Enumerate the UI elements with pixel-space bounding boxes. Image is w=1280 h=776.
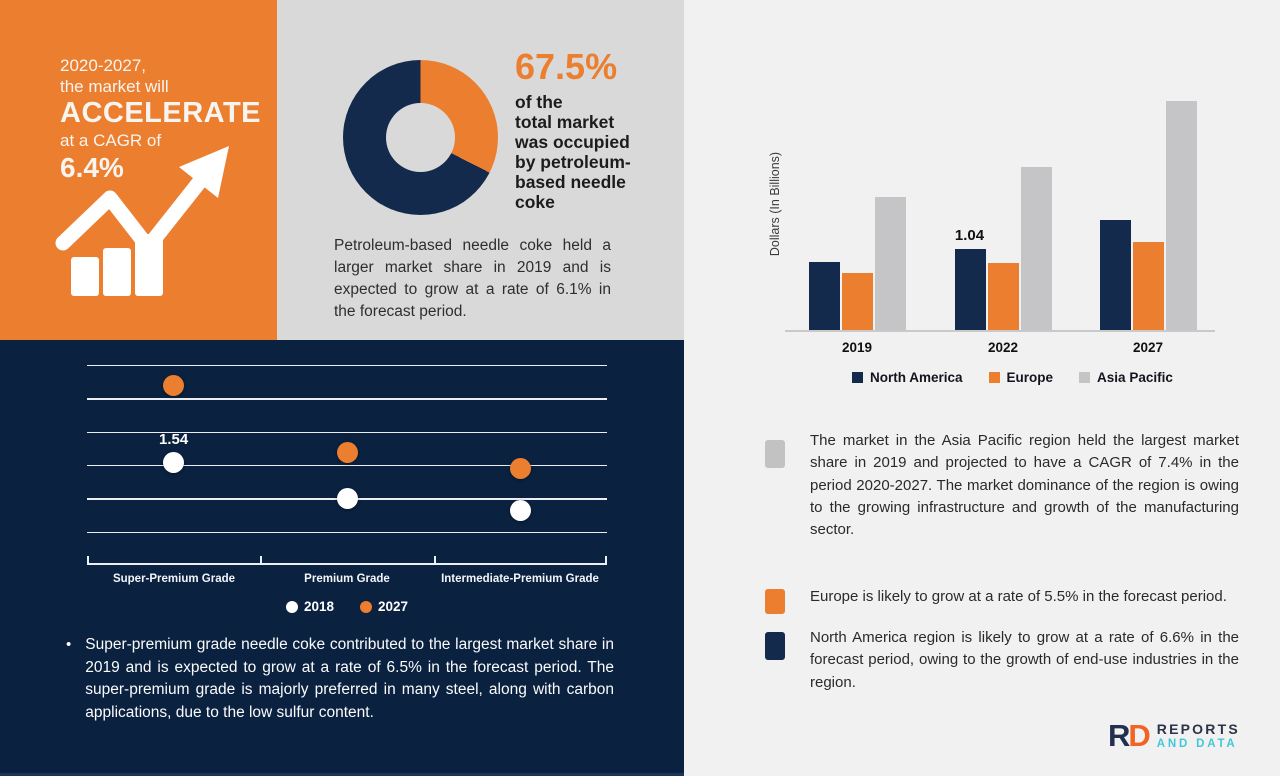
logo-reports-text: REPORTS [1156, 720, 1240, 737]
bar-north-america-2022: 1.04 [954, 227, 986, 330]
data-point-dot-2027 [163, 375, 185, 397]
dotplot-gridline [87, 364, 607, 367]
bar-data-label: 1.04 [954, 227, 985, 244]
note-swatch-north-america [765, 632, 785, 660]
bullet-icon: • [66, 636, 72, 653]
legend-item-north-america: North America [852, 370, 963, 385]
donut-panel: 67.5% of the total market was occupied b… [277, 0, 684, 340]
dotplot-axis-tick [605, 556, 607, 565]
logo-anddata-text: AND DATA [1156, 737, 1238, 750]
data-point-dot-2027 [509, 458, 531, 480]
note-swatch-europe [765, 589, 785, 614]
data-point-dot-2018 [336, 487, 358, 509]
donut-percentage: 67.5% [515, 46, 618, 87]
donut-caption: of the total market was occupied by petr… [515, 92, 631, 212]
logo-wordmark: REPORTS AND DATA [1157, 722, 1240, 751]
dotplot-gridline [87, 398, 607, 400]
dotplot-gridline [87, 464, 607, 467]
legend-label-2018: 2018 [303, 599, 334, 614]
grade-note: • Super-premium grade needle coke contri… [66, 634, 614, 724]
bar-chart-legend: North America Europe Asia Pacific [852, 370, 1173, 385]
dotplot-axis [87, 563, 607, 565]
bar-category-2022: 2022 [987, 340, 1019, 355]
legend-label-2027: 2027 [378, 599, 409, 614]
growth-arrow-icon [55, 146, 229, 296]
logo-letter-d: D [1128, 718, 1150, 753]
data-point-dot-2027 [336, 441, 358, 463]
bar-europe-2022 [987, 263, 1019, 330]
legend-label-north-america: North America [870, 370, 963, 385]
legend-item-europe: Europe [988, 370, 1054, 385]
dotplot-gridline [87, 531, 607, 534]
dotplot-data-label: 1.54 [159, 431, 189, 449]
legend-label-europe: Europe [1006, 370, 1054, 385]
bar-north-america-2019 [808, 262, 840, 330]
bar-asia-pacific-2027 [1166, 101, 1197, 330]
note-swatch-asia-pacific [765, 440, 785, 468]
note-europe: Europe is likely to grow at a rate of 5.… [810, 588, 1227, 605]
donut-caption-line: was occupied [515, 132, 630, 152]
legend-swatch-asia-pacific [1079, 372, 1091, 383]
legend-item-asia-pacific: Asia Pacific [1079, 370, 1173, 385]
data-point-dot-2018 [509, 499, 531, 521]
cagr-value: 6.4% [60, 152, 124, 183]
cagr-panel: 2020-2027, the market will ACCELERATE at… [0, 0, 277, 340]
bar-europe-2027 [1133, 242, 1164, 330]
bar-chart-y-axis-label: Dollars (In Billions) [768, 151, 782, 257]
dotplot-category-intermediate: Intermediate-Premium Grade [441, 573, 599, 585]
dotplot-category-super-premium: Super-Premium Grade [112, 573, 236, 585]
logo-mark: RD [1108, 718, 1151, 753]
donut-chart [343, 60, 498, 215]
donut-caption-line: total market [515, 112, 615, 132]
legend-item-2018: 2018 [285, 599, 334, 614]
cagr-period: 2020-2027, [60, 56, 147, 75]
bar-chart-x-axis [785, 330, 1215, 332]
bar-group-2027 [1100, 101, 1197, 330]
dotplot-axis-tick [260, 556, 263, 565]
logo-letter-r: R [1108, 718, 1130, 753]
legend-label-asia-pacific: Asia Pacific [1097, 370, 1173, 385]
donut-caption-line: of the [515, 92, 563, 112]
dot-plot-area: 1.54 [87, 350, 607, 565]
dotplot-category-premium: Premium Grade [304, 573, 390, 585]
grade-note-text: Super-premium grade needle coke contribu… [85, 636, 614, 721]
grade-panel: 1.54 Super-Premium Grade Premium Grade I… [0, 340, 684, 776]
cagr-line: at a CAGR of [60, 131, 162, 150]
legend-swatch-north-america [852, 372, 863, 383]
bar-group-2019 [808, 197, 906, 330]
regional-panel: Dollars (In Billions) 1.04 2019 2022 202… [684, 0, 1280, 776]
dotplot-legend: 2018 2027 [87, 599, 607, 614]
donut-caption-line: based needle [515, 172, 626, 192]
legend-item-2027: 2027 [360, 599, 408, 614]
legend-swatch-europe [988, 372, 1000, 383]
bar-north-america-2027 [1100, 220, 1131, 330]
donut-caption-line: by petroleum- [515, 152, 631, 172]
data-point-dot-2018 [163, 451, 185, 473]
bar-asia-pacific-2019 [874, 197, 906, 330]
legend-dot-2018 [285, 600, 298, 613]
cagr-statement: 2020-2027, the market will ACCELERATE at… [60, 55, 261, 184]
bar-asia-pacific-2022 [1020, 167, 1052, 330]
cagr-line: the market will [60, 77, 169, 96]
dotplot-axis-tick [87, 556, 89, 565]
donut-caption-line: coke [515, 192, 555, 212]
donut-hole [386, 103, 455, 172]
bar-chart-area: 1.04 [785, 95, 1215, 332]
accelerate-word: ACCELERATE [60, 97, 262, 129]
bar-europe-2019 [841, 273, 873, 330]
bar-category-2027: 2027 [1132, 340, 1164, 355]
reports-and-data-logo: RD REPORTS AND DATA [1108, 719, 1240, 753]
legend-dot-2027 [360, 600, 372, 613]
bar-group-2022: 1.04 [954, 167, 1052, 330]
note-north-america: North America region is likely to grow a… [810, 629, 1239, 691]
note-asia-pacific: The market in the Asia Pacific region he… [810, 432, 1239, 539]
bar-category-2019: 2019 [841, 340, 873, 355]
dotplot-gridline [87, 431, 607, 434]
donut-paragraph: Petroleum-based needle coke held a large… [334, 237, 611, 320]
dotplot-axis-tick [433, 556, 436, 565]
